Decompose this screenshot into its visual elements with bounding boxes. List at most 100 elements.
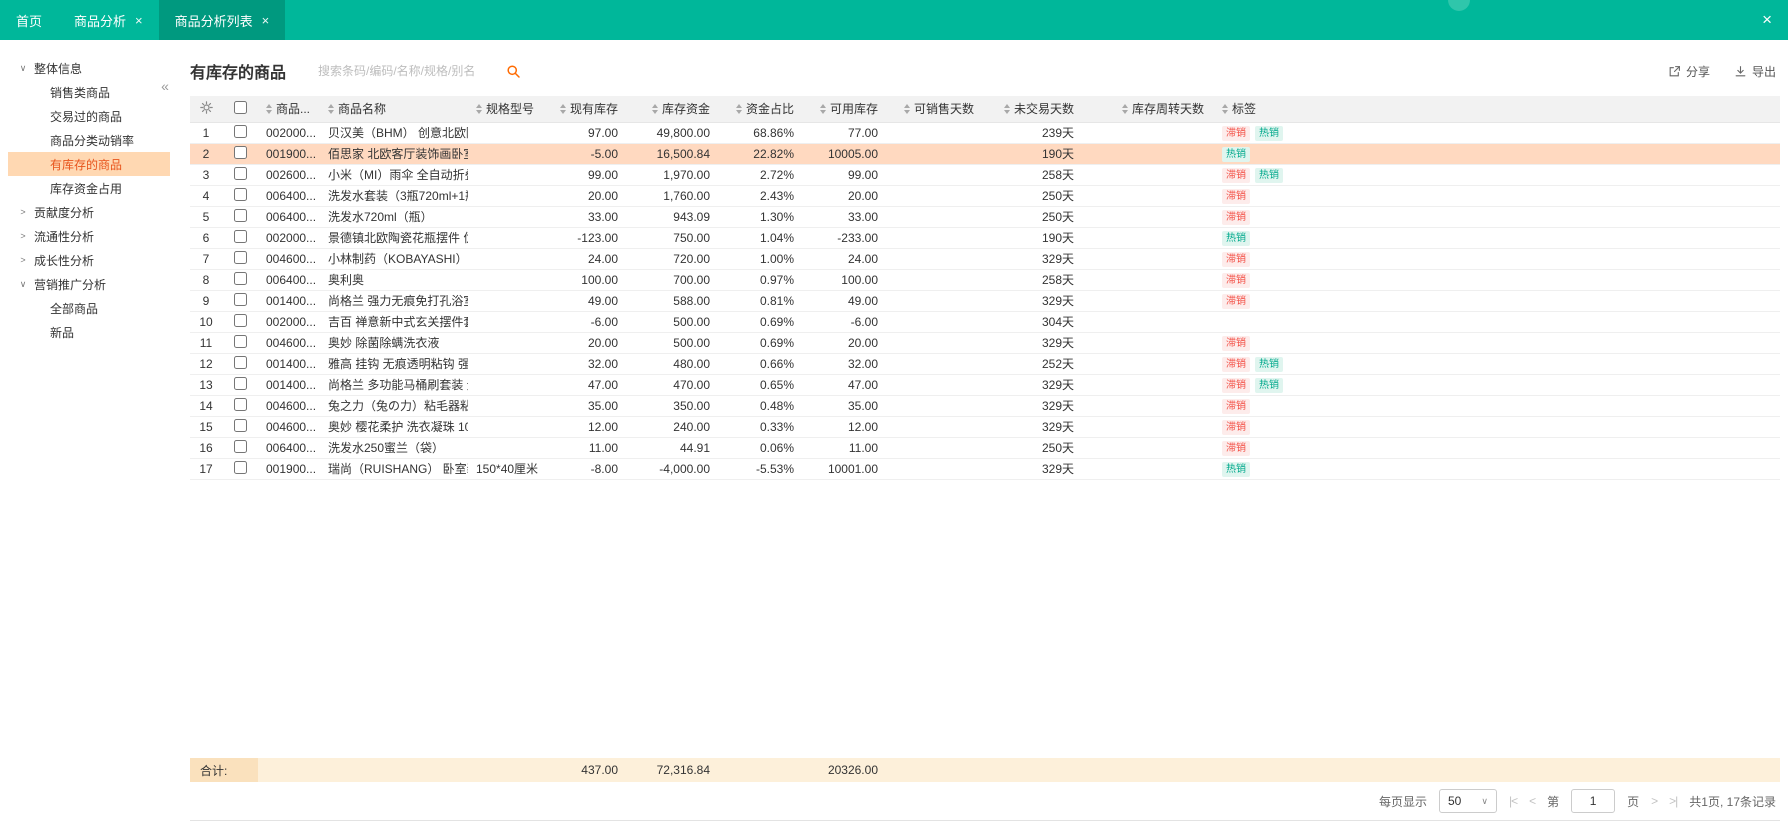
row-checkbox[interactable] — [233, 229, 247, 243]
sidebar-item-leaf[interactable]: 全部商品 — [8, 296, 170, 320]
stock-fund: 500.00 — [628, 332, 720, 354]
close-icon[interactable]: × — [135, 12, 143, 28]
spec-model — [468, 164, 550, 186]
sidebar-collapse-button[interactable]: « — [161, 78, 169, 94]
row-checkbox[interactable] — [233, 124, 247, 138]
last-page-button[interactable]: >| — [1669, 794, 1678, 808]
row-checkbox-cell — [222, 227, 258, 249]
share-button[interactable]: 分享 — [1668, 63, 1710, 80]
table-row[interactable]: 4 006400... 洗发水套装（3瓶720ml+1瓶 20.00 1,760.00 2… — [190, 185, 1780, 207]
table-row[interactable]: 7 004600... 小林制药（KOBAYASHI）日 24.00 720.00 1.0… — [190, 248, 1780, 270]
sidebar-item-group[interactable]: ∨ 整体信息 — [8, 56, 170, 80]
settings-column-header[interactable] — [190, 96, 222, 123]
column-header[interactable]: 资金占比 — [720, 96, 804, 123]
search-input[interactable] — [318, 64, 497, 78]
sidebar-item-leaf[interactable]: 销售类商品 — [8, 80, 170, 104]
table-row[interactable]: 10 002000... 吉百 禅意新中式玄关摆件套 -6.00 500.00 0.69%… — [190, 311, 1780, 333]
sidebar-item-leaf[interactable]: 有库存的商品 — [8, 152, 170, 176]
sidebar-item-group[interactable]: > 贡献度分析 — [8, 200, 170, 224]
search-icon[interactable] — [506, 64, 521, 79]
sellable-days — [888, 395, 984, 417]
table-row[interactable]: 9 001400... 尚格兰 强力无痕免打孔浴室 49.00 588.00 0.81% 4… — [190, 290, 1780, 312]
column-header[interactable]: 未交易天数 — [984, 96, 1084, 123]
sidebar-item-leaf[interactable]: 新品 — [8, 320, 170, 344]
row-checkbox-cell — [222, 185, 258, 207]
column-header[interactable]: 规格型号 — [468, 96, 550, 123]
column-header[interactable]: 库存资金 — [628, 96, 720, 123]
table-empty-space — [190, 480, 1780, 759]
row-checkbox[interactable] — [233, 460, 247, 474]
table-row[interactable]: 17 001900... 瑞尚（RUISHANG） 卧室装 150*40厘米 -8.00… — [190, 458, 1780, 480]
sort-icon — [559, 103, 566, 114]
row-checkbox[interactable] — [233, 334, 247, 348]
close-icon[interactable]: × — [261, 12, 270, 28]
prev-page-button[interactable]: < — [1529, 794, 1536, 808]
table-row[interactable]: 1 002000...贝汉美（BHM） 创意北欧陶瓷 97.0049,800.006… — [190, 122, 1780, 144]
table-row[interactable]: 11 004600... 奥妙 除菌除螨洗衣液 20.00 500.00 0.69% 20.… — [190, 332, 1780, 354]
tab-product-analysis-list[interactable]: 商品分析列表 × — [158, 0, 286, 40]
row-index: 6 — [190, 227, 222, 249]
column-header[interactable]: 可销售天数 — [888, 96, 984, 123]
column-header[interactable]: 库存周转天数 — [1084, 96, 1214, 123]
window-close-icon[interactable]: × — [1762, 10, 1772, 29]
table-row[interactable]: 16 006400... 洗发水250蜜兰（袋） 11.00 44.91 0.06% 11.… — [190, 437, 1780, 459]
tab-product-analysis[interactable]: 商品分析 × — [58, 0, 159, 40]
stock-fund: -4,000.00 — [628, 458, 720, 480]
row-checkbox[interactable] — [233, 376, 247, 390]
column-header[interactable]: 商品... — [258, 96, 320, 123]
no-trade-days: 329天 — [984, 248, 1084, 270]
table-row[interactable]: 3 002600... 小米（MI）雨伞 全自动折叠 99.00 1,970.00 2.7… — [190, 164, 1780, 186]
table-row[interactable]: 2 001900... 佰思家 北欧客厅装饰画卧室 -5.00 16,500.84 22.… — [190, 143, 1780, 165]
sidebar-item-leaf[interactable]: 商品分类动销率 — [8, 128, 170, 152]
avatar[interactable] — [1448, 0, 1470, 11]
row-checkbox[interactable] — [233, 271, 247, 285]
sidebar-item-group[interactable]: ∨ 营销推广分析 — [8, 272, 170, 296]
tab-home[interactable]: 首页 — [0, 0, 58, 40]
record-count: 共1页, 17条记录 — [1689, 794, 1776, 809]
sidebar-item-leaf[interactable]: 库存资金占用 — [8, 176, 170, 200]
sidebar-item-leaf[interactable]: 交易过的商品 — [8, 104, 170, 128]
row-checkbox[interactable] — [233, 397, 247, 411]
sidebar-item-group[interactable]: > 流通性分析 — [8, 224, 170, 248]
sort-icon — [651, 103, 658, 114]
table-row[interactable]: 5 006400... 洗发水720ml（瓶） 33.00 943.09 1.30% 33.… — [190, 206, 1780, 228]
column-header[interactable]: 商品名称 — [320, 96, 468, 123]
tags-cell: 滞销 热销 — [1214, 353, 1780, 375]
fund-ratio: 0.97% — [720, 269, 804, 291]
sidebar-item-group[interactable]: > 成长性分析 — [8, 248, 170, 272]
select-all-checkbox[interactable] — [233, 100, 247, 114]
row-checkbox[interactable] — [233, 145, 247, 159]
row-checkbox[interactable] — [233, 418, 247, 432]
next-page-button[interactable]: > — [1651, 794, 1658, 808]
first-page-button[interactable]: |< — [1508, 794, 1518, 808]
row-checkbox[interactable] — [233, 166, 247, 180]
table-row[interactable]: 14 004600... 兔之力（兔の力）粘毛器粘 35.00 350.00 0.48% 3… — [190, 395, 1780, 417]
sellable-days — [888, 185, 984, 207]
row-checkbox[interactable] — [233, 292, 247, 306]
table-row[interactable]: 8 006400... 奥利奥 100.00 700.00 0.97% 100.00 258天… — [190, 269, 1780, 291]
page-size-select[interactable]: 50 ∨ — [1438, 789, 1497, 813]
column-header[interactable]: 现有库存 — [550, 96, 628, 123]
current-stock: 47.00 — [550, 374, 628, 396]
row-checkbox[interactable] — [233, 355, 247, 369]
table-row[interactable]: 6 002000... 景德镇北欧陶瓷花瓶摆件 优 -123.00 750.00 1.04… — [190, 227, 1780, 249]
table-row[interactable]: 15 004600... 奥妙 樱花柔护 洗衣凝珠 10 12.00 240.00 0.3… — [190, 416, 1780, 438]
export-button[interactable]: 导出 — [1734, 63, 1776, 80]
row-checkbox[interactable] — [233, 250, 247, 264]
column-header-label: 库存资金 — [661, 102, 710, 117]
spec-model: 150*40厘米 — [468, 458, 550, 480]
sellable-days — [888, 290, 984, 312]
sellable-days — [888, 143, 984, 165]
column-header[interactable]: 可用库存 — [804, 96, 888, 123]
row-checkbox[interactable] — [233, 439, 247, 453]
table-row[interactable]: 12 001400... 雅高 挂钩 无痕透明粘钩 强 32.00 480.00 0.66… — [190, 353, 1780, 375]
row-checkbox[interactable] — [233, 187, 247, 201]
column-header[interactable]: 标签 — [1214, 96, 1780, 123]
row-checkbox[interactable] — [233, 208, 247, 222]
row-checkbox-cell — [222, 353, 258, 375]
product-code: 004600... — [258, 395, 320, 417]
row-checkbox[interactable] — [233, 313, 247, 327]
table-row[interactable]: 13 001400... 尚格兰 多功能马桶刷套装 无 47.00 470.00 0.65… — [190, 374, 1780, 396]
available-stock: 20.00 — [804, 332, 888, 354]
page-number-input[interactable] — [1571, 789, 1616, 813]
